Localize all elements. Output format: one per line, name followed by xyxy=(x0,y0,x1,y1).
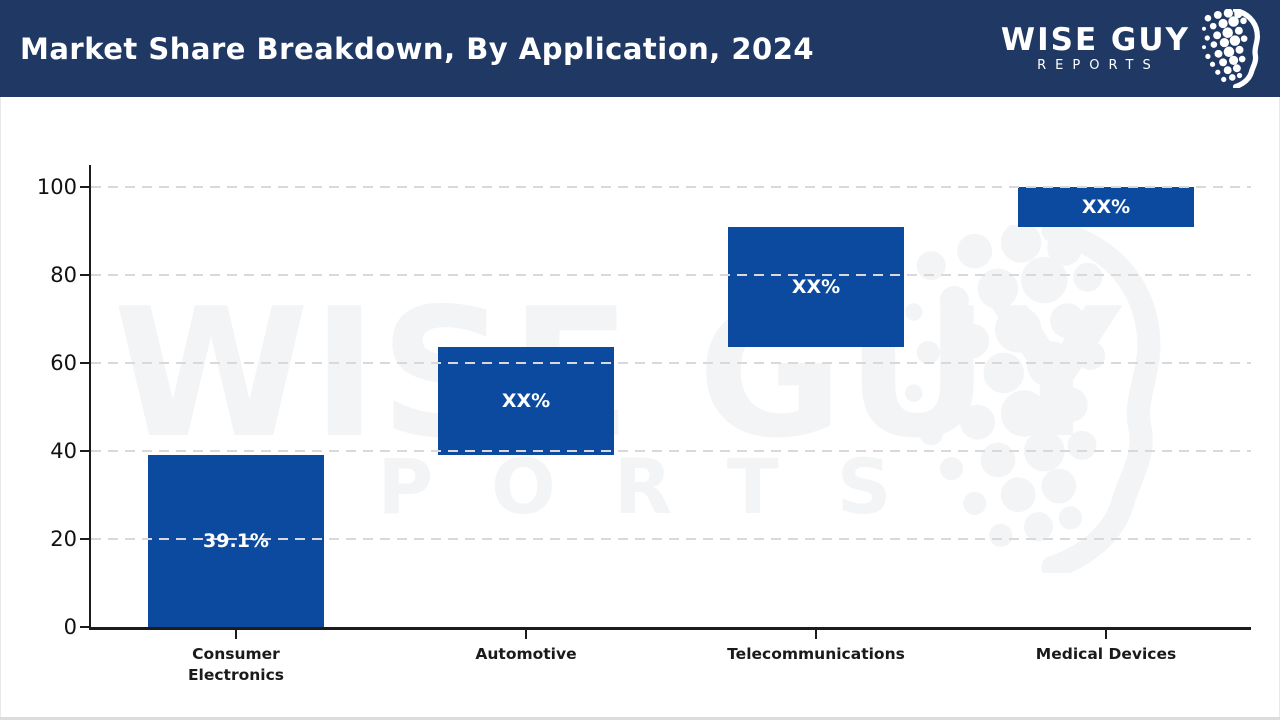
waterfall-bar-segment xyxy=(1018,187,1194,228)
x-axis-tick-mark xyxy=(235,630,237,639)
header-bar: Market Share Breakdown, By Application, … xyxy=(0,0,1280,97)
y-axis-tick-label: 40 xyxy=(50,439,77,463)
wise-guy-logo: WISE GUY REPORTS xyxy=(1001,9,1262,88)
page-title: Market Share Breakdown, By Application, … xyxy=(20,31,815,66)
waterfall-bar-segment xyxy=(728,227,904,348)
horizontal-gridline xyxy=(91,362,1251,364)
bar-value-label: XX% xyxy=(501,390,551,413)
x-axis-category-label: Automotive xyxy=(475,645,577,663)
x-axis-tick-mark xyxy=(815,630,817,639)
y-axis-tick-label: 60 xyxy=(50,351,77,375)
x-axis-category-label: Medical Devices xyxy=(1035,645,1177,663)
waterfall-bar-segment xyxy=(148,454,324,627)
logo-text: WISE GUY REPORTS xyxy=(1001,24,1190,73)
y-axis-tick-label: 100 xyxy=(36,175,77,199)
logo-wordmark: WISE GUY xyxy=(1000,22,1190,58)
logo-face-icon xyxy=(1196,9,1262,88)
y-axis-tick-mark xyxy=(80,186,89,188)
bar-value-label: 39.1% xyxy=(203,529,269,552)
horizontal-gridline xyxy=(91,186,1251,188)
x-axis-tick-mark xyxy=(1105,630,1107,639)
y-axis-tick-label: 20 xyxy=(50,527,77,551)
x-axis-category-label: Consumer Electronics xyxy=(187,645,285,684)
y-axis-tick-mark xyxy=(80,450,89,452)
logo-subtitle: REPORTS xyxy=(1037,58,1160,73)
x-axis-category-label: Telecommunications xyxy=(727,645,905,663)
y-axis-tick-mark xyxy=(80,362,89,364)
horizontal-gridline xyxy=(91,274,1251,276)
horizontal-gridline xyxy=(91,450,1251,452)
bar-value-label: XX% xyxy=(1081,196,1131,219)
y-axis-tick-label: 80 xyxy=(50,263,77,287)
horizontal-gridline xyxy=(91,538,1251,540)
y-axis-tick-mark xyxy=(80,274,89,276)
x-axis-tick-mark xyxy=(525,630,527,639)
plot-area: 0 20 40 60 80 100 39.1% Consumer Electronics XX%… xyxy=(37,165,1251,684)
waterfall-bar-segment xyxy=(438,347,614,455)
bar-value-label: XX% xyxy=(791,276,841,299)
chart-canvas: WISE GUY REPORTS 0 20 40 60 80 100 39.1% Consum… xyxy=(0,97,1280,717)
y-axis-tick-label: 0 xyxy=(63,615,77,639)
y-axis-tick-mark xyxy=(80,626,89,628)
y-axis-tick-mark xyxy=(80,538,89,540)
